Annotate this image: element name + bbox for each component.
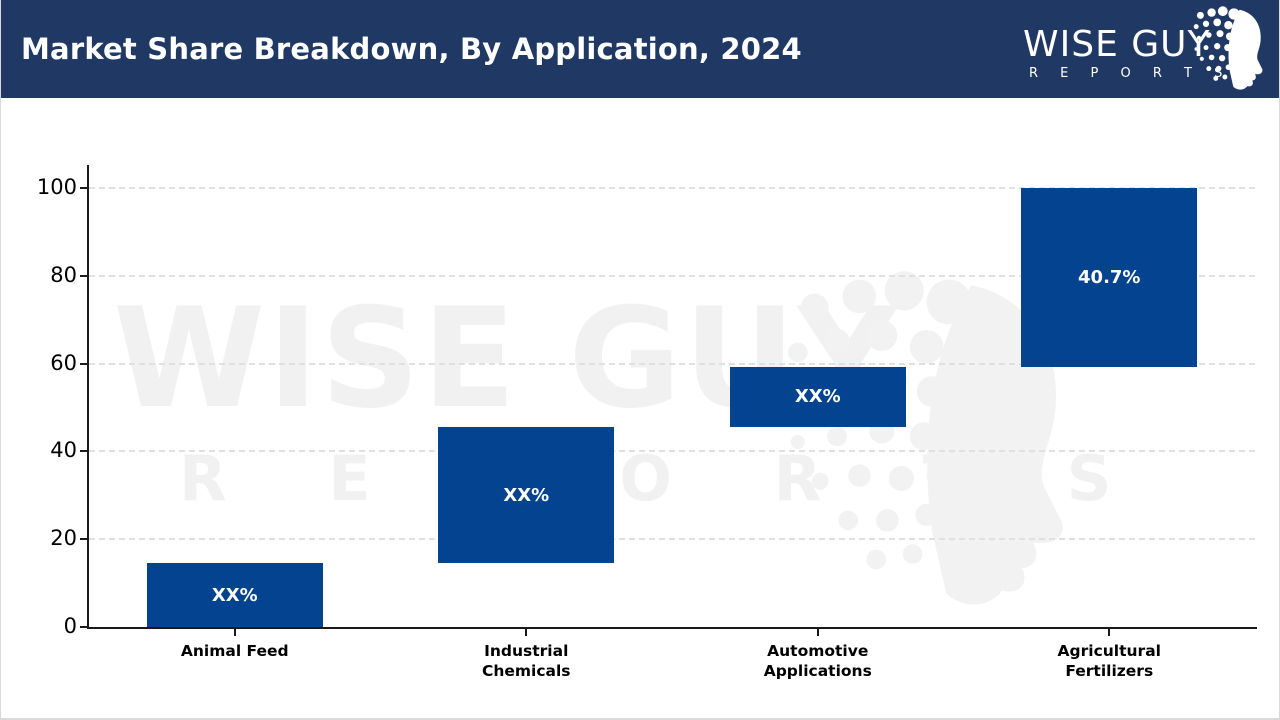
y-tick-60 (80, 362, 88, 365)
y-tick-label-40: 40 (50, 438, 77, 463)
x-tick-2 (816, 629, 819, 636)
wise-guy-face-icon (1193, 6, 1263, 90)
bar-animal-feed[interactable]: XX% (146, 563, 323, 627)
bar-value-label: 40.7% (1078, 266, 1141, 288)
y-tick-20 (80, 538, 88, 541)
y-tick-100 (80, 186, 88, 189)
brand-subtitle: R E P O R T S (1029, 66, 1232, 81)
gridline-60 (89, 362, 1255, 365)
x-category-label-line: Animal Feed (180, 642, 289, 660)
bar-agricultural-fertilizers[interactable]: 40.7% (1021, 187, 1198, 367)
bar-value-label: XX% (503, 484, 550, 506)
y-tick-label-20: 20 (50, 526, 77, 551)
watermark-brand-subtitle: R E P O R T S (179, 442, 1152, 515)
x-category-label: Industrial Chemicals (396, 641, 656, 681)
y-tick-label-60: 60 (50, 350, 77, 375)
x-category-label: Agricultural Fertilizers (979, 641, 1239, 681)
x-category-label-line: Applications (763, 662, 872, 680)
x-category-label-line: Automotive (767, 642, 869, 660)
brand-logo: WISE GUY R E P O R T S (1023, 6, 1263, 94)
gridline-20 (89, 538, 1255, 541)
y-tick-0 (80, 626, 88, 628)
x-category-label-line: Chemicals (481, 662, 571, 680)
bar-industrial-chemicals[interactable]: XX% (438, 427, 615, 564)
gridline-100 (89, 186, 1255, 189)
gridline-80 (89, 274, 1255, 277)
x-tick-0 (233, 629, 236, 636)
header-band: Market Share Breakdown, By Application, … (1, 0, 1279, 98)
x-category-label-line: Industrial (484, 642, 569, 660)
y-tick-40 (80, 450, 88, 453)
brand-name: WISE GUY (1023, 24, 1211, 65)
x-category-label-line: Agricultural (1057, 642, 1161, 660)
y-tick-label-80: 80 (50, 262, 77, 287)
x-axis-line (87, 627, 1257, 629)
bar-value-label: XX% (211, 584, 258, 606)
gridline-40 (89, 450, 1255, 453)
x-category-label-line: Fertilizers (1065, 662, 1154, 680)
x-tick-1 (525, 629, 528, 636)
brand-logo-text: WISE GUY R E P O R T S (1023, 24, 1232, 82)
x-category-label: Automotive Applications (688, 641, 948, 681)
y-tick-80 (80, 274, 88, 277)
y-axis-line (87, 165, 89, 629)
x-tick-3 (1108, 629, 1111, 636)
page-title: Market Share Breakdown, By Application, … (21, 32, 802, 66)
bar-automotive-applications[interactable]: XX% (729, 366, 906, 428)
y-tick-label-0: 0 (63, 614, 77, 638)
bar-value-label: XX% (794, 386, 841, 408)
x-category-label: Animal Feed (105, 641, 365, 661)
y-tick-label-100: 100 (36, 174, 77, 199)
